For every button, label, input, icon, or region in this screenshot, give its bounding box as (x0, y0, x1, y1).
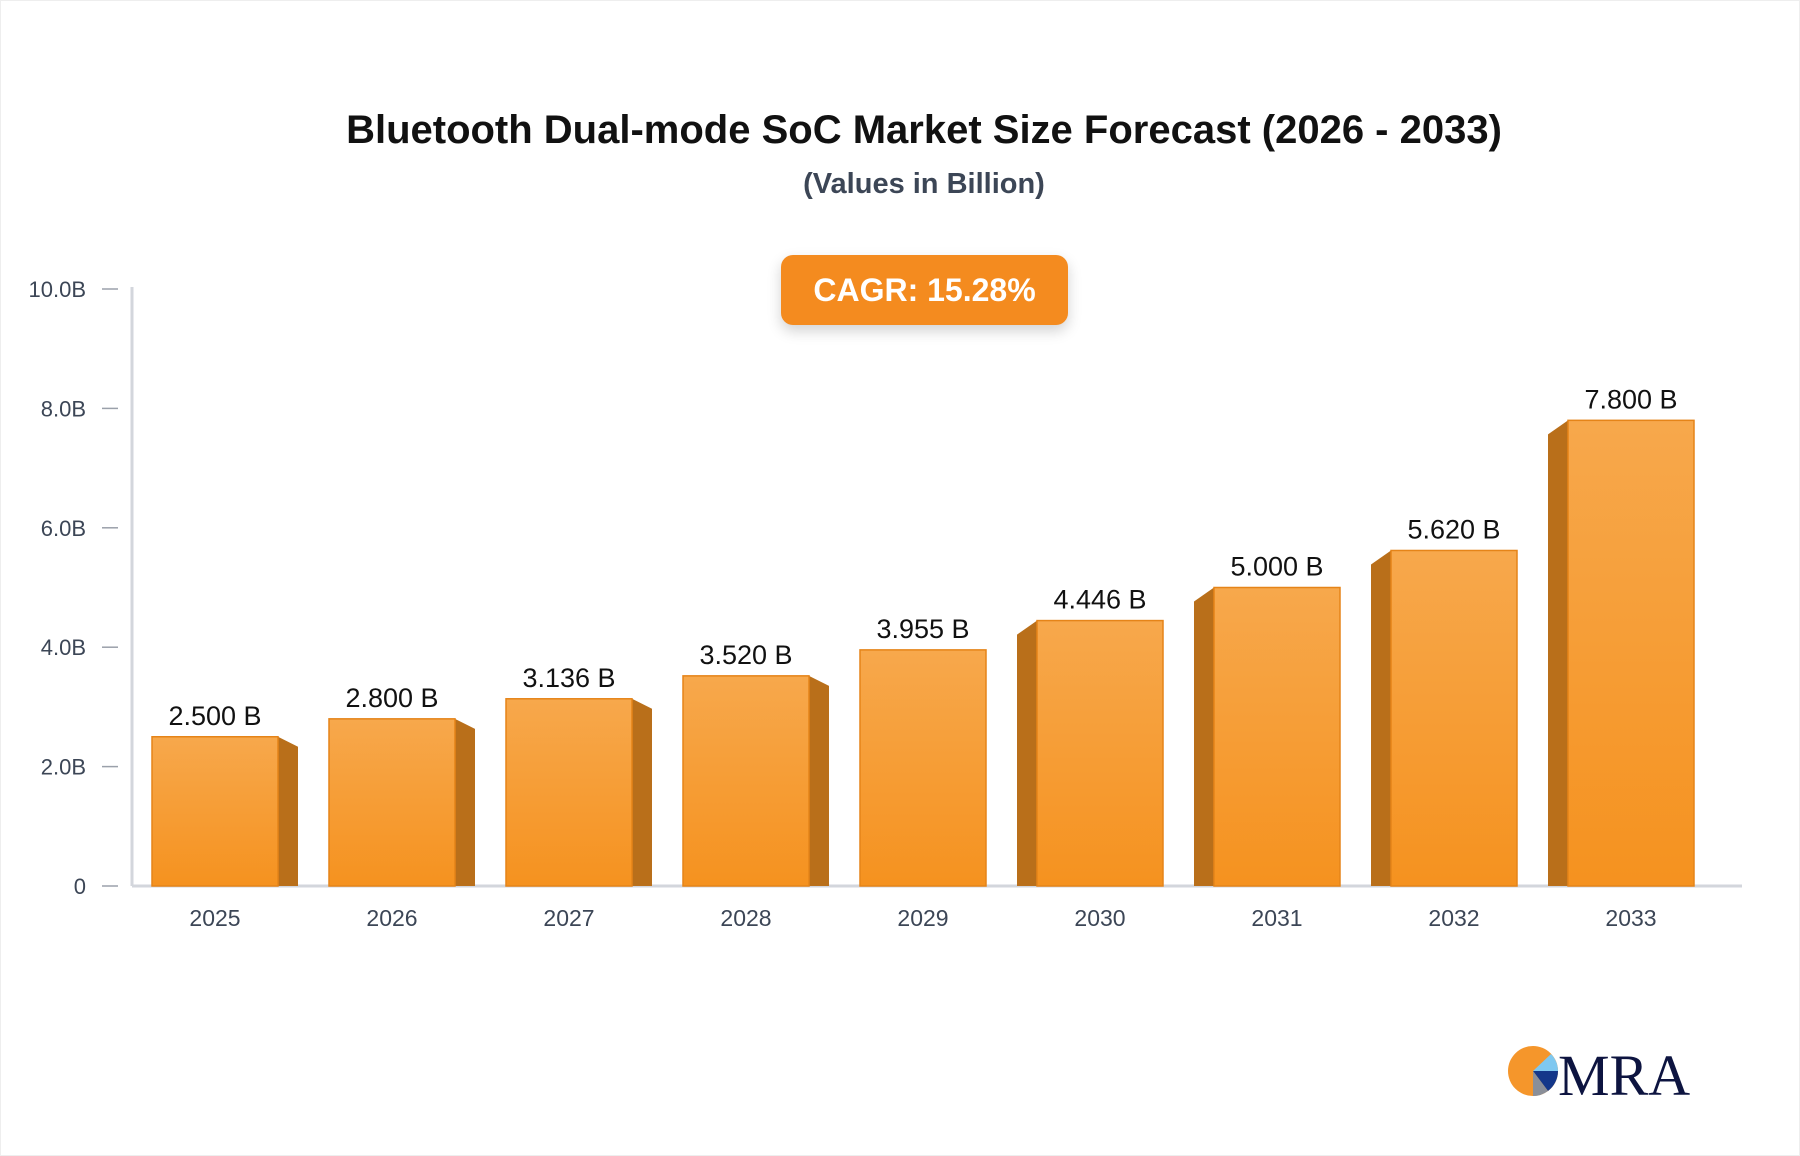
data-label: 3.136 B (522, 663, 615, 693)
bar-side (455, 718, 475, 886)
data-label: 3.520 B (699, 640, 792, 670)
bar (1213, 586, 1341, 887)
data-label: 5.620 B (1407, 514, 1500, 544)
bar (1036, 619, 1164, 887)
data-label: 7.800 B (1584, 384, 1677, 414)
y-tick-label: 10.0B (29, 277, 87, 302)
bar (328, 718, 456, 887)
bar-side (1194, 587, 1214, 886)
data-label: 3.955 B (876, 614, 969, 644)
y-tick-label: 2.0B (41, 755, 86, 780)
bar (505, 698, 633, 887)
bar (682, 675, 810, 887)
bar (151, 736, 279, 887)
x-tick-label: 2025 (189, 905, 240, 931)
bar-side (278, 736, 298, 886)
bar-side (1371, 550, 1391, 886)
x-tick-label: 2027 (543, 905, 594, 931)
x-tick-label: 2029 (897, 905, 948, 931)
data-label: 2.800 B (345, 683, 438, 713)
data-label: 4.446 B (1053, 585, 1146, 615)
y-tick-label: 6.0B (41, 516, 86, 541)
bar-side (632, 698, 652, 886)
bar-side (1548, 420, 1568, 886)
data-label: 2.500 B (168, 701, 261, 731)
cagr-badge: CAGR: 15.28% (781, 255, 1068, 325)
x-tick-label: 2026 (366, 905, 417, 931)
y-tick-label: 4.0B (41, 635, 86, 660)
bar (1567, 419, 1695, 887)
svg-text:MRA: MRA (1558, 1043, 1690, 1105)
x-tick-label: 2030 (1074, 905, 1125, 931)
x-tick-label: 2031 (1251, 905, 1302, 931)
chart-subtitle: (Values in Billion) (803, 168, 1045, 200)
x-tick-label: 2032 (1428, 905, 1479, 931)
x-tick-label: 2033 (1605, 905, 1656, 931)
bar (859, 649, 987, 887)
data-label: 5.000 B (1230, 552, 1323, 582)
y-tick-label: 0 (74, 874, 86, 899)
bar-side (1017, 620, 1037, 886)
y-tick-label: 8.0B (41, 396, 86, 421)
x-tick-label: 2028 (720, 905, 771, 931)
bar-side (809, 675, 829, 886)
chart-title: Bluetooth Dual-mode SoC Market Size Fore… (346, 108, 1502, 152)
bar (1390, 549, 1518, 887)
mra-logo: MRA (1500, 1035, 1700, 1105)
